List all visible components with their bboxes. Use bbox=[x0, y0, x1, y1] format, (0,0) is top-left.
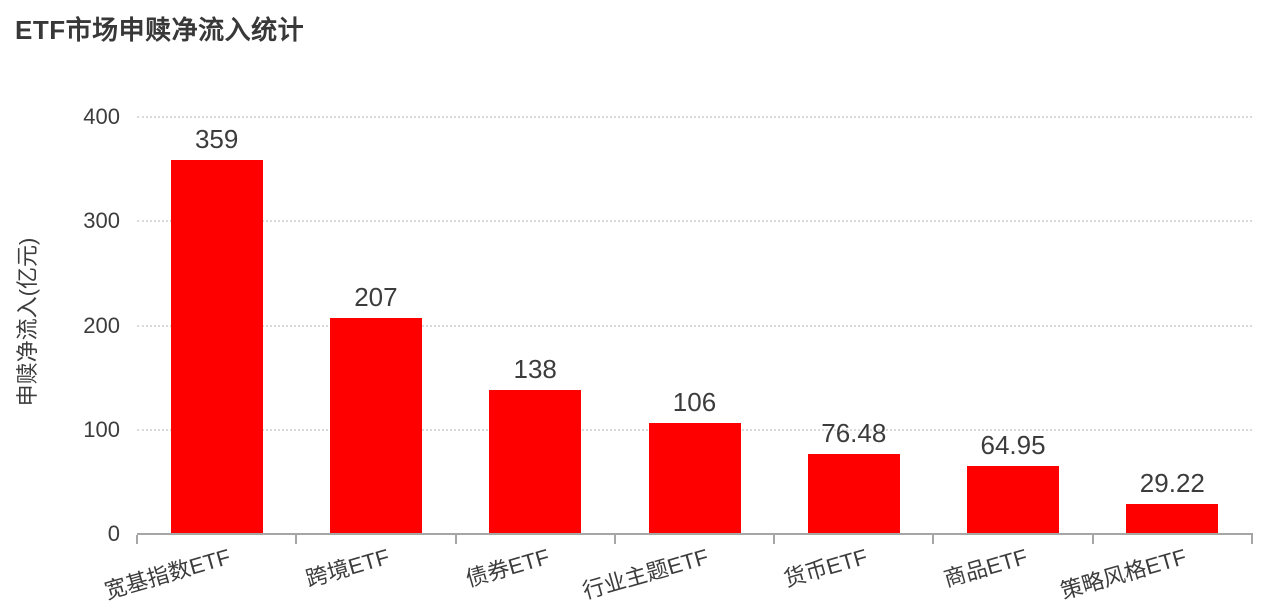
x-tick-mark bbox=[136, 535, 138, 544]
bar-value-label: 359 bbox=[194, 123, 239, 154]
y-tick-label: 0 bbox=[107, 521, 120, 546]
x-axis-category-label: 货币ETF bbox=[781, 544, 871, 592]
bar-value-label: 138 bbox=[513, 354, 557, 385]
y-tick-label: 300 bbox=[83, 208, 120, 234]
gridline bbox=[137, 220, 1252, 223]
gridline bbox=[137, 324, 1252, 327]
x-tick-mark bbox=[613, 535, 616, 544]
bar[interactable] bbox=[170, 159, 263, 534]
bar[interactable] bbox=[648, 423, 741, 534]
x-axis-category-label: 策略风格ETF bbox=[1057, 544, 1189, 604]
x-tick-mark bbox=[1091, 535, 1094, 544]
x-axis-category-label: 行业主题ETF bbox=[579, 544, 712, 604]
gridline bbox=[137, 116, 1252, 118]
bar[interactable] bbox=[1126, 503, 1219, 534]
y-tick-label: 100 bbox=[83, 416, 120, 442]
bar[interactable] bbox=[489, 390, 582, 534]
bar[interactable] bbox=[807, 454, 900, 534]
x-tick-mark bbox=[295, 535, 298, 544]
bar-value-label: 106 bbox=[672, 387, 717, 418]
x-tick-mark bbox=[932, 535, 935, 544]
x-axis-category-label: 债券ETF bbox=[462, 544, 552, 592]
x-axis-category-label: 跨境ETF bbox=[303, 544, 393, 592]
y-tick-label: 200 bbox=[83, 312, 120, 338]
chart-title: ETF市场申赎净流入统计 bbox=[15, 15, 305, 45]
bar[interactable] bbox=[329, 318, 422, 534]
x-tick-mark bbox=[773, 535, 776, 544]
x-axis-line bbox=[137, 533, 1253, 535]
x-tick-mark bbox=[454, 535, 457, 544]
bar-value-label: 29.22 bbox=[1139, 467, 1205, 498]
x-axis-category-label: 商品ETF bbox=[940, 544, 1030, 592]
bar[interactable] bbox=[967, 466, 1060, 534]
bar-value-label: 64.95 bbox=[980, 430, 1046, 461]
y-axis-title: 申赎净流入(亿元) bbox=[15, 237, 40, 407]
bar-value-label: 76.48 bbox=[821, 418, 887, 449]
x-tick-mark bbox=[1251, 535, 1253, 544]
y-tick-label: 400 bbox=[83, 104, 120, 129]
x-axis-category-label: 宽基指数ETF bbox=[101, 544, 234, 604]
bar-value-label: 207 bbox=[354, 282, 398, 313]
